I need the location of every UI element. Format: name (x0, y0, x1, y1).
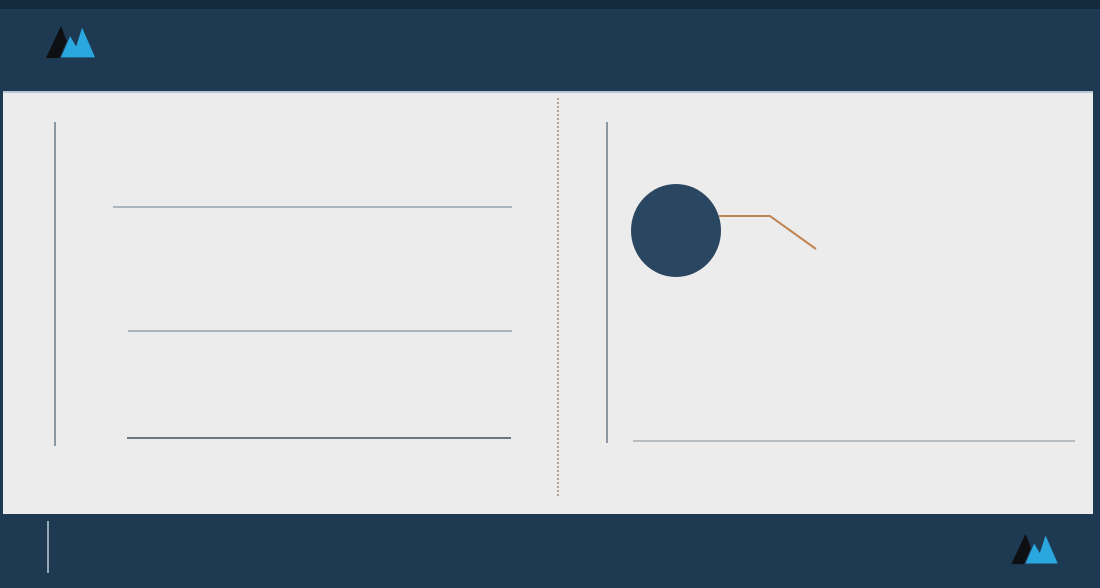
footer-ama-logo (1010, 530, 1060, 566)
cagr-badge (631, 184, 721, 277)
left-y-axis-line (54, 122, 56, 446)
gridline-mid (128, 330, 512, 332)
chart-panel (3, 91, 1093, 514)
left-x-axis-line (127, 437, 511, 439)
gridline-1975 (113, 206, 512, 208)
ama-logo (45, 22, 97, 60)
footer-divider (47, 521, 49, 573)
right-x-axis-line (633, 440, 1075, 442)
panel-divider (557, 98, 559, 496)
right-y-axis-line (606, 122, 608, 443)
footer-logo-blue-peak (1023, 532, 1060, 565)
top-edge-strip (0, 0, 1100, 9)
logo-blue-peak (59, 24, 97, 59)
